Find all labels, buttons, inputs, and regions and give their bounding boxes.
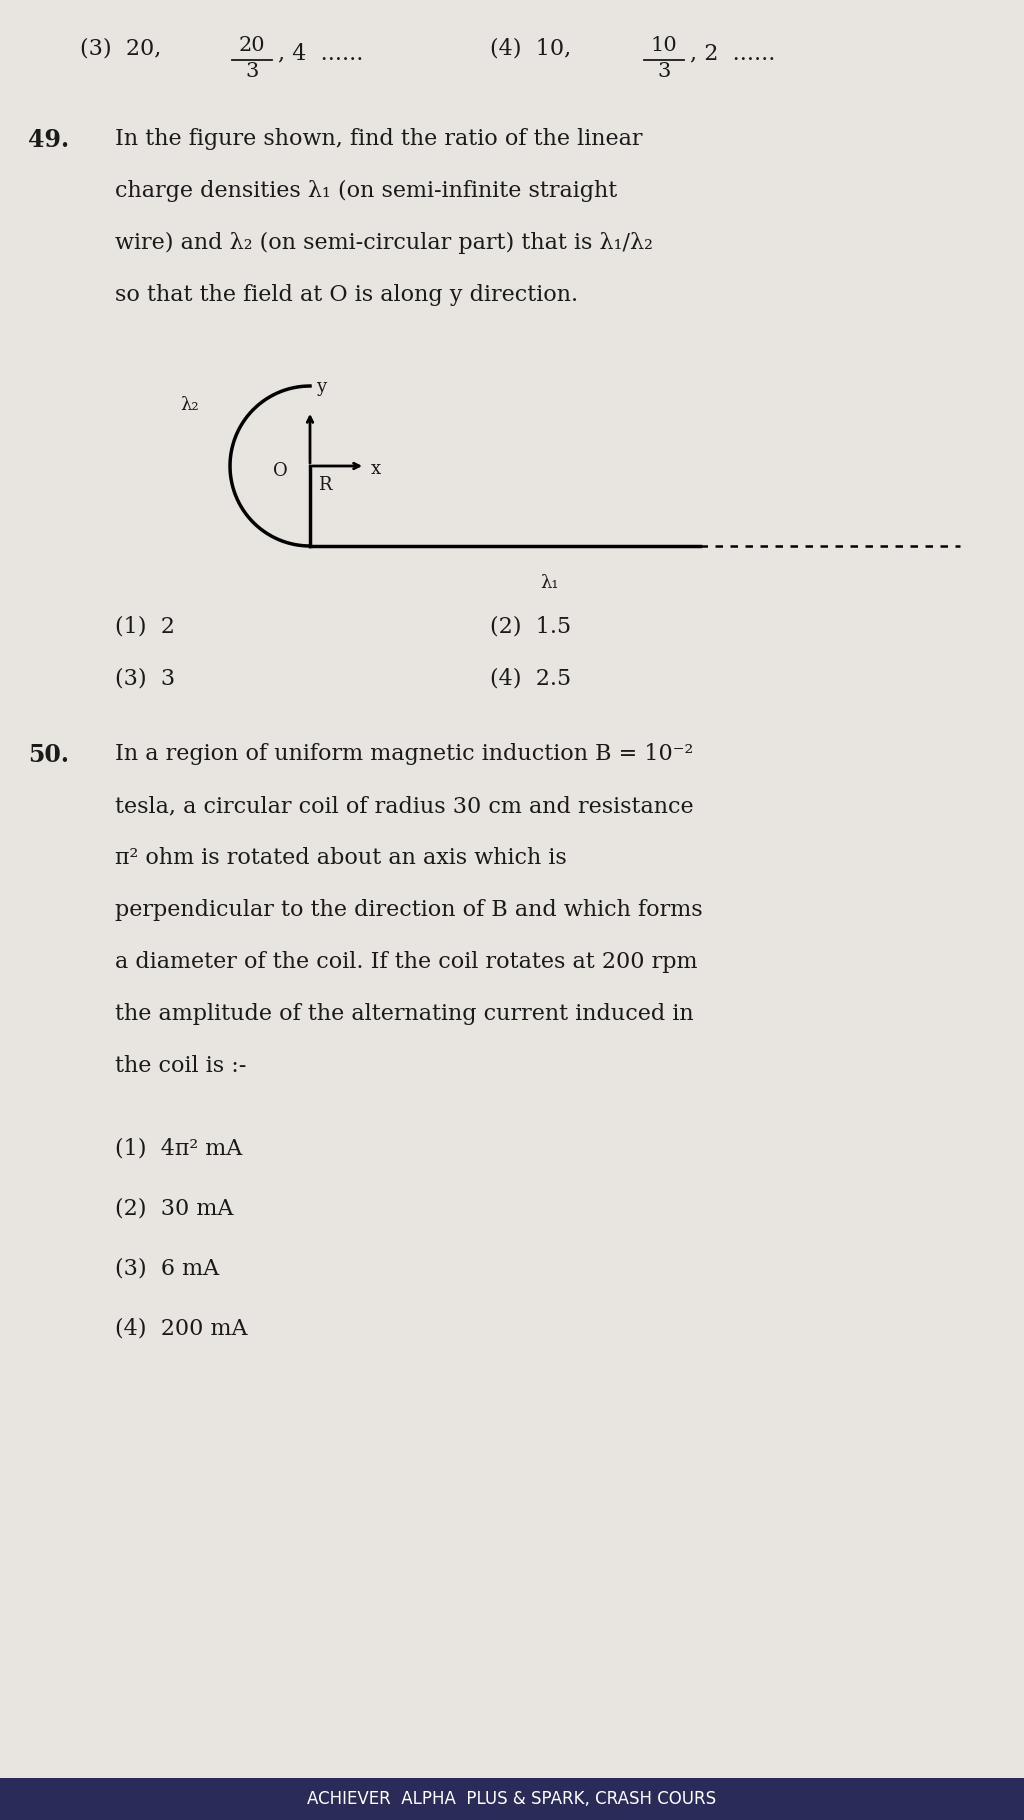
Text: perpendicular to the direction of B and which forms: perpendicular to the direction of B and … [115, 899, 702, 921]
Text: (1)  4π² mA: (1) 4π² mA [115, 1138, 243, 1159]
Text: ACHIEVER  ALPHA  PLUS & SPARK, CRASH COURS: ACHIEVER ALPHA PLUS & SPARK, CRASH COURS [307, 1791, 717, 1807]
Text: (3)  6 mA: (3) 6 mA [115, 1258, 219, 1279]
Text: In a region of uniform magnetic induction B = 10⁻²: In a region of uniform magnetic inductio… [115, 743, 693, 764]
Text: 49.: 49. [28, 127, 70, 153]
Bar [0, 1778, 1024, 1820]
Text: a diameter of the coil. If the coil rotates at 200 rpm: a diameter of the coil. If the coil rota… [115, 952, 697, 974]
Text: 3: 3 [246, 62, 259, 82]
Text: x: x [371, 460, 381, 479]
Text: charge densities λ₁ (on semi-infinite straight: charge densities λ₁ (on semi-infinite st… [115, 180, 617, 202]
Text: (4)  10,: (4) 10, [490, 38, 571, 60]
Text: wire) and λ₂ (on semi-circular part) that is λ₁/λ₂: wire) and λ₂ (on semi-circular part) tha… [115, 231, 653, 255]
Text: π² ohm is rotated about an axis which is: π² ohm is rotated about an axis which is [115, 846, 566, 868]
Text: (1)  2: (1) 2 [115, 615, 175, 639]
Text: 3: 3 [657, 62, 671, 82]
Text: (2)  1.5: (2) 1.5 [490, 615, 571, 639]
Text: (2)  30 mA: (2) 30 mA [115, 1198, 233, 1219]
Text: R: R [318, 477, 332, 493]
Text: , 2  ......: , 2 ...... [690, 42, 775, 64]
Text: (3)  20,: (3) 20, [80, 38, 162, 60]
Text: the coil is :-: the coil is :- [115, 1056, 247, 1077]
Text: In the figure shown, find the ratio of the linear: In the figure shown, find the ratio of t… [115, 127, 642, 149]
Text: 20: 20 [239, 36, 265, 55]
Text: (4)  200 mA: (4) 200 mA [115, 1318, 248, 1340]
Text: , 4  ......: , 4 ...... [278, 42, 364, 64]
Text: tesla, a circular coil of radius 30 cm and resistance: tesla, a circular coil of radius 30 cm a… [115, 795, 693, 817]
Text: 50.: 50. [28, 743, 69, 766]
Text: y: y [316, 379, 326, 397]
Text: (3)  3: (3) 3 [115, 668, 175, 690]
Text: λ₁: λ₁ [540, 573, 558, 592]
Text: λ₂: λ₂ [180, 397, 199, 413]
Text: 10: 10 [650, 36, 677, 55]
Text: O: O [273, 462, 288, 480]
Text: (4)  2.5: (4) 2.5 [490, 668, 571, 690]
Text: so that the field at O is along y direction.: so that the field at O is along y direct… [115, 284, 579, 306]
Text: the amplitude of the alternating current induced in: the amplitude of the alternating current… [115, 1003, 693, 1025]
